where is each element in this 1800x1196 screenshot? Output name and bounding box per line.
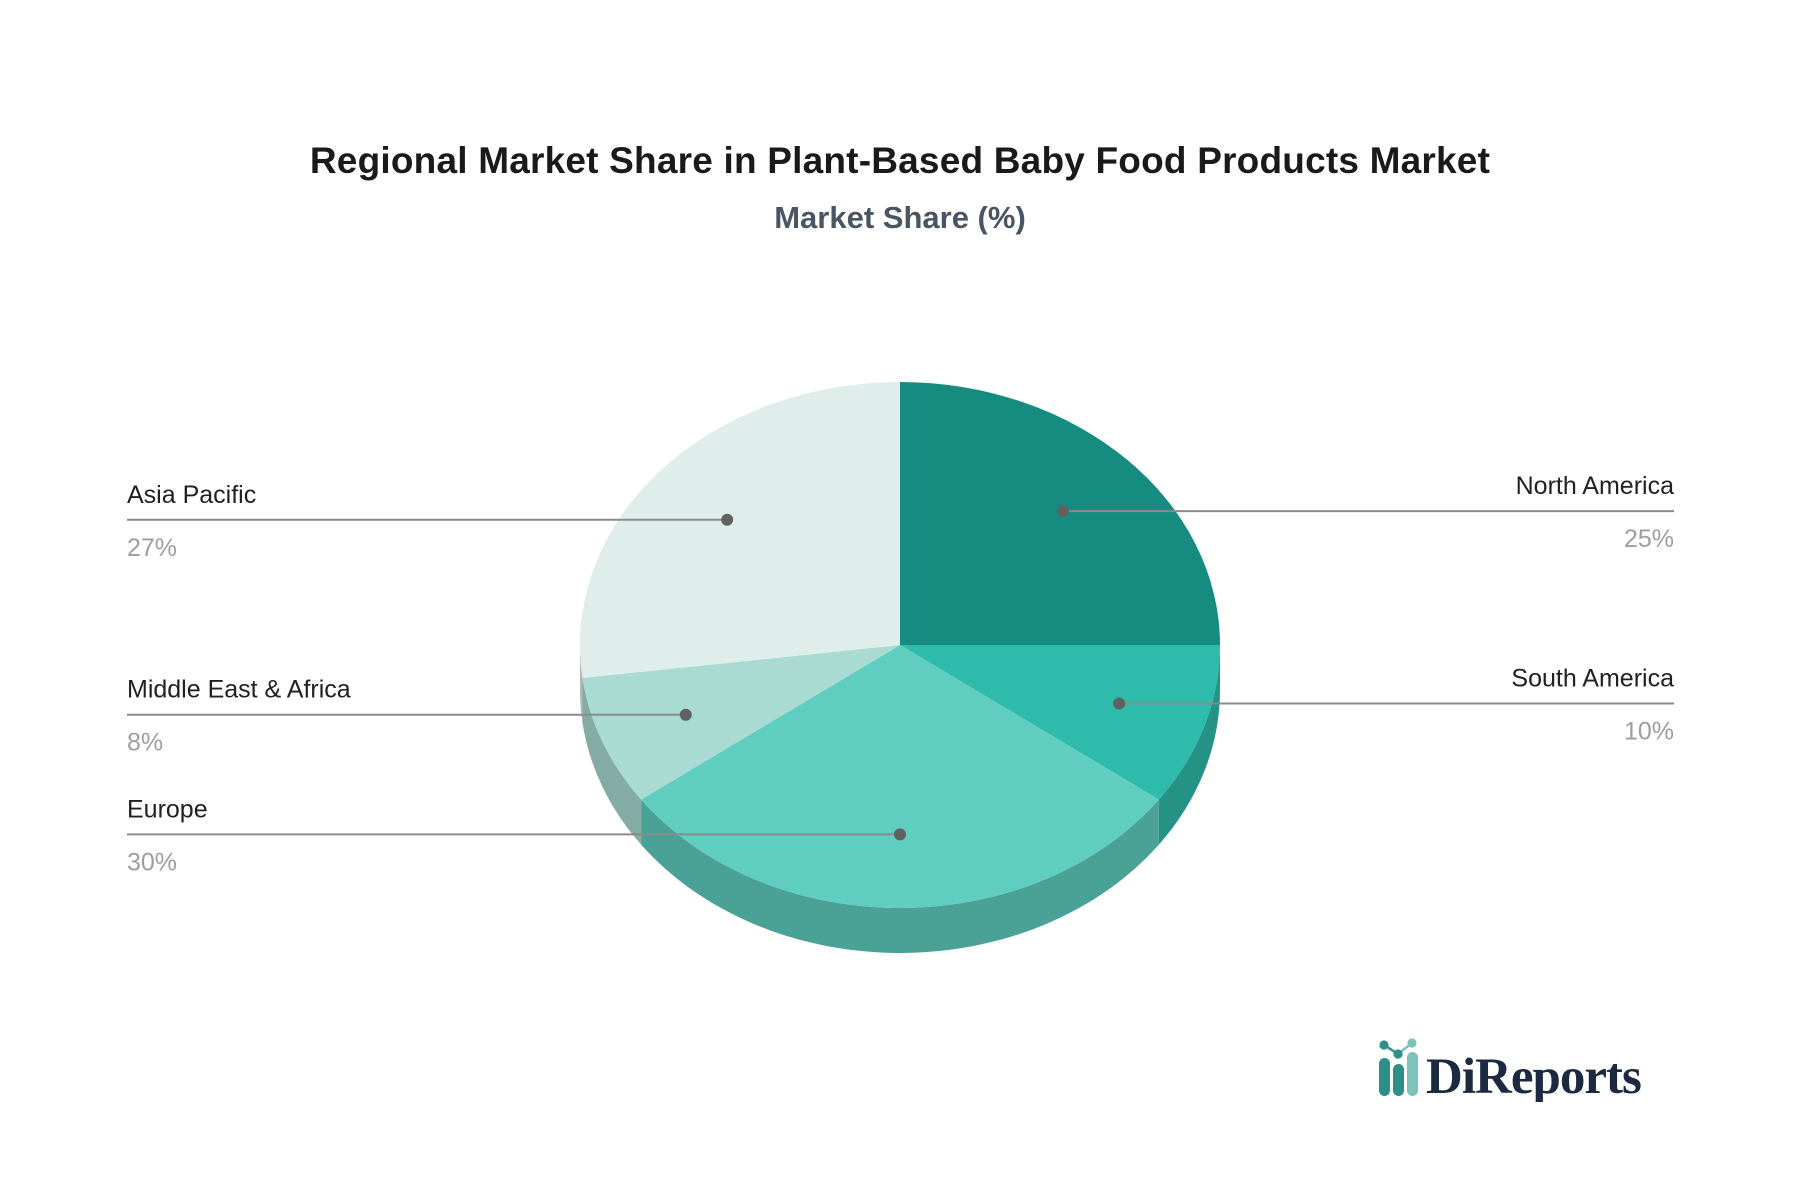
pie-label-middle-east-africa: Middle East & Africa 8% — [127, 676, 692, 757]
pie-slice-side-europe — [641, 799, 1159, 953]
slice-name: South America — [1511, 665, 1674, 693]
slice-value: 8% — [127, 729, 163, 757]
pie-label-north-america: North America 25% — [1056, 472, 1674, 553]
slice-name: North America — [1516, 472, 1674, 500]
pie-slice-asia-pacific[interactable] — [580, 382, 900, 678]
direports-logo: DiReports — [1368, 1030, 1668, 1105]
pie-slice-side-middle-east-africa — [582, 677, 642, 845]
pie-label-europe: Europe 30% — [127, 795, 906, 876]
bar-chart-icon — [1379, 1038, 1418, 1096]
leader-dot — [894, 828, 906, 841]
pie-slice-south-america[interactable] — [900, 645, 1220, 800]
leader-dot — [1113, 697, 1126, 710]
slice-name: Asia Pacific — [127, 481, 256, 509]
slice-value: 25% — [1624, 525, 1674, 553]
chart-subtitle: Market Share (%) — [774, 200, 1026, 235]
pie-label-south-america: South America 10% — [1113, 665, 1674, 746]
pie-slice-middle-east-africa[interactable] — [582, 645, 900, 800]
pie-slice-side-asia-pacific — [580, 645, 583, 723]
pie-slice-side-south-america — [1158, 645, 1220, 845]
slice-value: 30% — [127, 848, 177, 876]
direports-logo-text: DiReports — [1426, 1049, 1641, 1102]
chart-title: Regional Market Share in Plant-Based Bab… — [309, 140, 1491, 181]
leader-dot — [1056, 505, 1069, 518]
slice-value: 27% — [127, 534, 177, 562]
slice-name: Europe — [127, 795, 208, 823]
leader-dot — [679, 708, 692, 721]
slice-name: Middle East & Africa — [127, 676, 351, 704]
direports-logo-graphic: DiReports — [1379, 1038, 1642, 1105]
pie-label-asia-pacific: Asia Pacific 27% — [127, 481, 734, 562]
pie-slice-europe[interactable] — [641, 645, 1159, 908]
slice-value: 10% — [1624, 718, 1674, 746]
leader-dot — [721, 513, 734, 526]
